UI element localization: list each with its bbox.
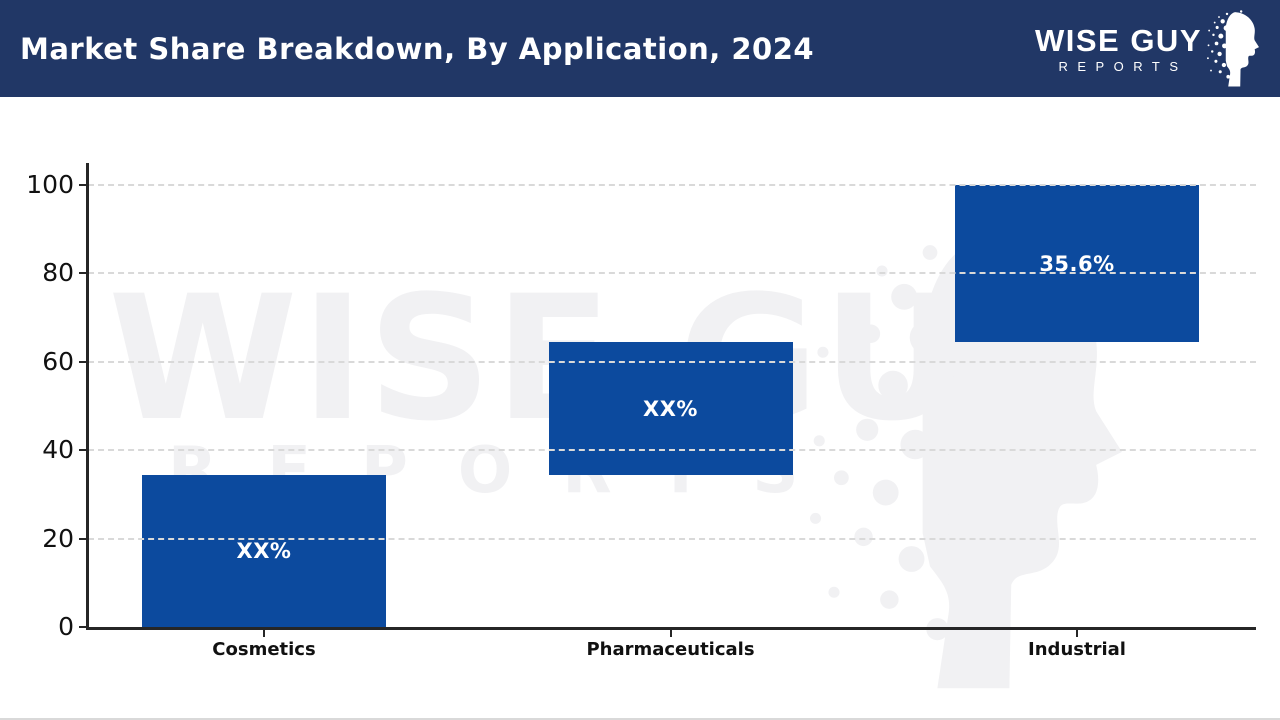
- x-axis-category-label: Industrial: [1028, 639, 1126, 660]
- y-axis-tick: [79, 449, 86, 452]
- chart-area: WISE GUY REPORTS 0 20 40 60 80 100 XX% Cosmetic…: [0, 97, 1280, 718]
- y-axis-tick-label: 100: [26, 170, 74, 199]
- gridline-y-20: [88, 537, 1256, 540]
- x-axis-line: [86, 627, 1256, 630]
- logo-wordmark: WISE GUY: [1034, 22, 1202, 58]
- x-axis-category-label: Cosmetics: [212, 639, 316, 660]
- logo-subtitle: REPORTS: [1058, 58, 1188, 74]
- gridline-y-40: [88, 449, 1256, 452]
- x-axis-tick: [669, 630, 672, 637]
- bar-value-label: XX%: [236, 538, 292, 563]
- logo-head-icon: [1207, 9, 1259, 87]
- gridline-y-100: [88, 184, 1256, 186]
- y-axis-tick: [79, 360, 86, 363]
- y-axis-line: [86, 163, 89, 627]
- page-title: Market Share Breakdown, By Application, …: [20, 31, 815, 66]
- bottom-divider: [0, 718, 1280, 720]
- gridline-y-80: [88, 272, 1256, 275]
- y-axis-tick: [79, 537, 86, 540]
- bar-industrial[interactable]: 35.6%: [955, 185, 1199, 343]
- y-axis-tick-label: 0: [58, 612, 74, 641]
- y-axis-tick-label: 20: [42, 523, 74, 553]
- x-axis-tick: [263, 630, 265, 637]
- y-axis-tick: [79, 184, 86, 186]
- y-axis-tick: [79, 626, 86, 628]
- wise-guy-logo: WISE GUY REPORTS: [1035, 9, 1266, 89]
- header-bar: Market Share Breakdown, By Application, …: [0, 0, 1280, 97]
- y-axis-tick-label: 80: [42, 258, 74, 288]
- y-axis-tick: [79, 272, 86, 275]
- x-axis-category-label: Pharmaceuticals: [586, 639, 755, 660]
- bar-cosmetics[interactable]: XX%: [142, 474, 386, 627]
- bar-value-label: XX%: [643, 396, 698, 421]
- bar-pharmaceuticals[interactable]: XX%: [548, 342, 793, 475]
- y-axis-tick-label: 60: [42, 346, 74, 376]
- gridline-y-60: [88, 360, 1256, 363]
- x-axis-tick: [1076, 630, 1078, 637]
- y-axis-tick-label: 40: [42, 435, 74, 465]
